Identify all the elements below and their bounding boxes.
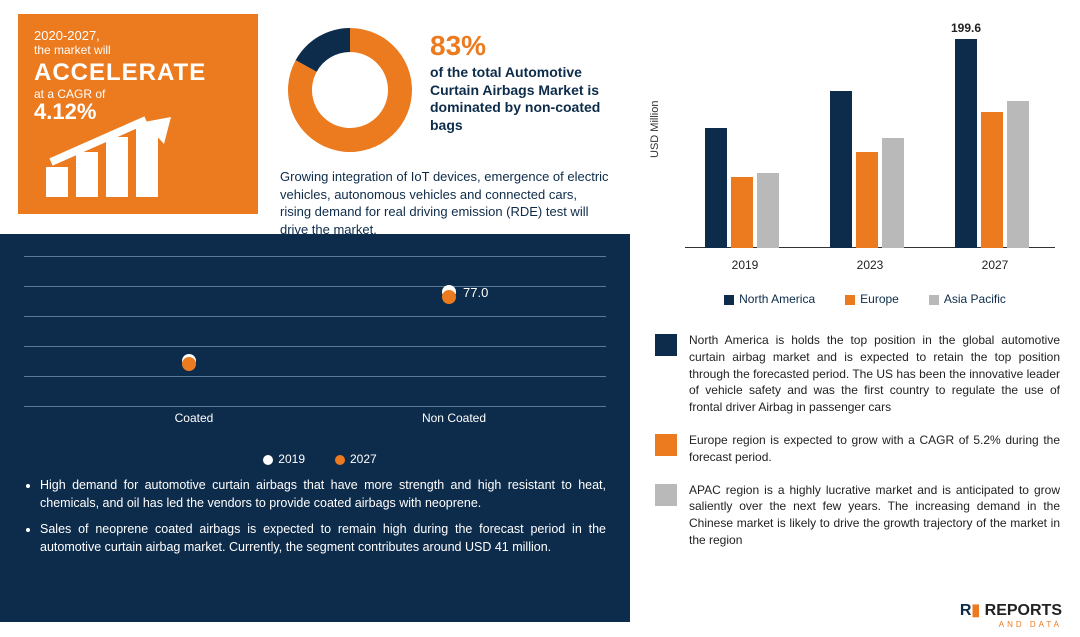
dot-gridline [24,286,606,287]
dot-gridline [24,316,606,317]
bar-plot: 20192023199.62027 [685,28,1055,248]
dot-value-label: 77.0 [463,285,488,300]
period-text: 2020-2027, [34,28,242,43]
region-note: Europe region is expected to grow with a… [655,432,1060,466]
logo-bar-icon: ▮ [971,602,980,619]
donut-description: of the total Automotive Curtain Airbags … [430,64,610,134]
dot-chart: 77.0 Coated Non Coated [24,256,606,446]
note-swatch [655,484,677,506]
region-note: APAC region is a highly lucrative market… [655,482,1060,549]
dot-gridline [24,346,606,347]
dark-bullet-item: Sales of neoprene coated airbags is expe… [40,520,606,556]
bar [955,39,977,248]
bar-value-label: 199.6 [946,21,986,35]
logo-r-icon: R [960,602,972,619]
dot-legend-item: 2027 [325,452,377,466]
bar-chart-area: USD Million 20192023199.62027 [655,28,1060,308]
bar [705,128,727,248]
bar-legend: North America Europe Asia Pacific [660,292,1060,306]
dot-legend: 2019 2027 [24,452,606,466]
region-note: North America is holds the top position … [655,332,1060,416]
dark-bullet-item: High demand for automotive curtain airba… [40,476,606,512]
bar [757,173,779,248]
bar [830,91,852,248]
note-swatch [655,434,677,456]
donut-chart [280,20,420,160]
right-notes: North America is holds the top position … [655,332,1060,565]
dark-panel: 77.0 Coated Non Coated 2019 2027 High dem… [0,234,630,622]
bar-xlabel: 2023 [830,258,910,272]
brand-logo: R▮ REPORTS AND DATA [960,600,1062,629]
dot-xlabel-noncoated: Non Coated [404,411,504,425]
bar-legend-item: Europe [835,292,899,306]
growth-chart-icon [36,112,236,202]
dot-gridline [24,256,606,257]
dot-point [442,290,456,304]
logo-sub: AND DATA [960,620,1062,629]
dark-bullets: High demand for automotive curtain airba… [24,476,606,557]
dot-legend-item: 2019 [253,452,305,466]
note-text: APAC region is a highly lucrative market… [689,482,1060,549]
dot-gridline [24,376,606,377]
bar-legend-item: North America [714,292,815,306]
bar [856,152,878,248]
donut-body-text: Growing integration of IoT devices, emer… [280,168,610,238]
bar-legend-item: Asia Pacific [919,292,1006,306]
bar [981,112,1003,248]
bar-xlabel: 2019 [705,258,785,272]
logo-brand: REPORTS [985,602,1062,619]
donut-percent: 83% [430,30,610,62]
sub1-text: the market will [34,43,242,57]
bar [882,138,904,248]
bar [1007,101,1029,248]
note-text: Europe region is expected to grow with a… [689,432,1060,466]
dot-point [182,357,196,371]
bar-ylabel: USD Million [649,101,661,158]
bar [731,177,753,248]
note-swatch [655,334,677,356]
accelerate-box: 2020-2027, the market will ACCELERATE at… [18,14,258,214]
note-text: North America is holds the top position … [689,332,1060,416]
dot-gridline [24,406,606,407]
accelerate-title: ACCELERATE [34,59,242,87]
dot-xlabel-coated: Coated [144,411,244,425]
bar-xlabel: 2027 [955,258,1035,272]
